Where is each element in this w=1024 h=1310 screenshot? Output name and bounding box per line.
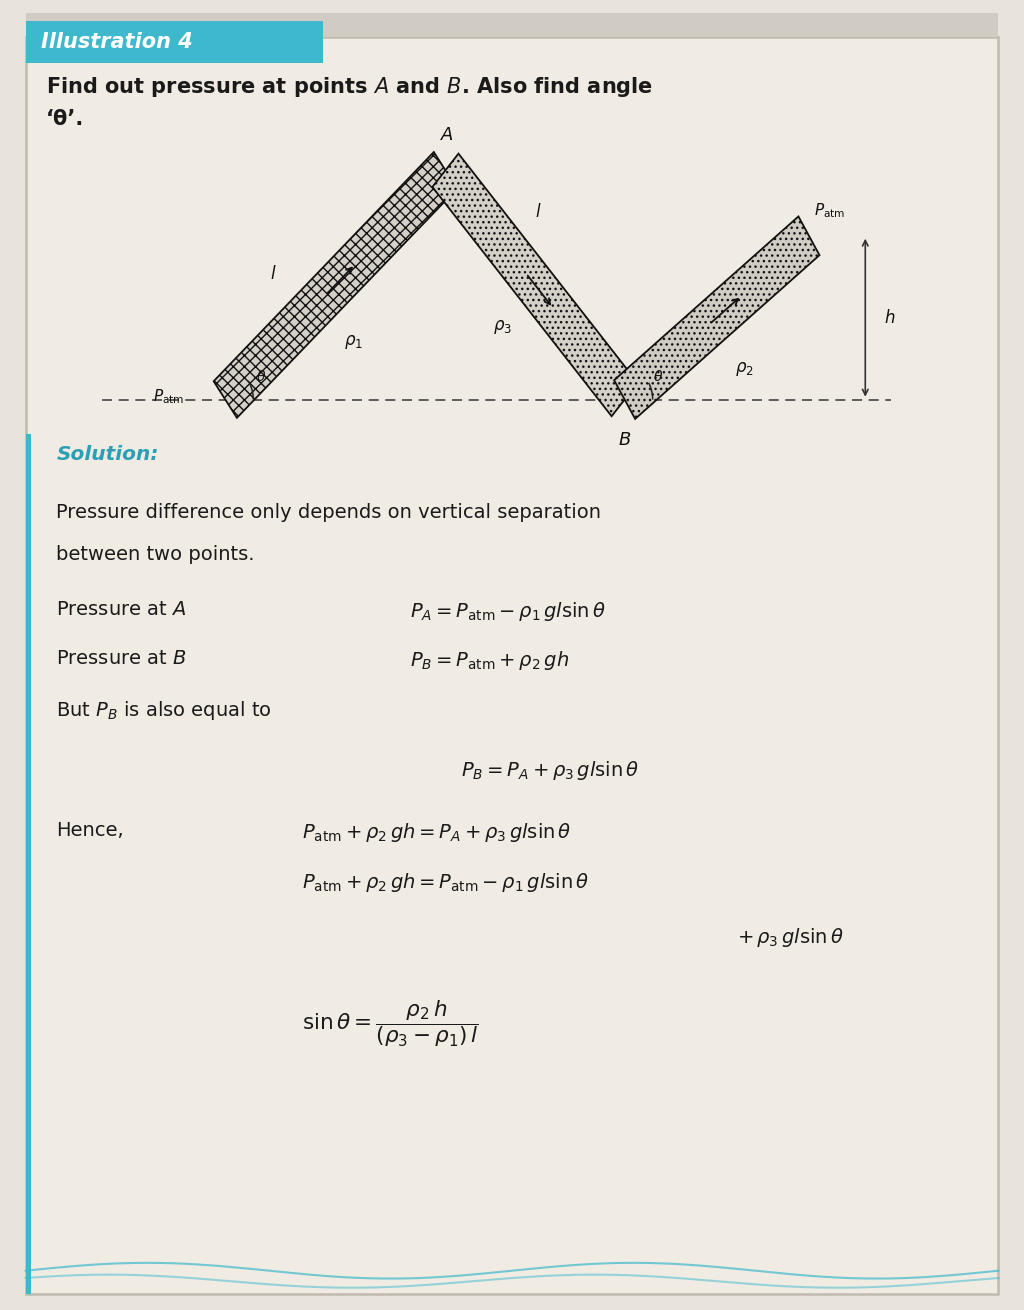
Text: $P_{\rm atm}$: $P_{\rm atm}$ (814, 202, 846, 220)
Text: $l$: $l$ (270, 265, 276, 283)
Text: $h$: $h$ (884, 309, 895, 326)
Text: Illustration 4: Illustration 4 (41, 31, 193, 52)
Text: between two points.: between two points. (56, 545, 255, 565)
Polygon shape (432, 153, 638, 417)
Text: $\theta$: $\theta$ (653, 369, 664, 384)
FancyBboxPatch shape (26, 37, 998, 1294)
Text: $l$: $l$ (536, 203, 542, 220)
Text: Solution:: Solution: (56, 445, 159, 465)
Polygon shape (614, 216, 819, 419)
FancyBboxPatch shape (26, 21, 323, 63)
Text: ‘θ’.: ‘θ’. (46, 109, 84, 128)
Text: Pressure at $B$: Pressure at $B$ (56, 650, 187, 668)
Text: $P_B = P_A + \rho_3\, gl\sin\theta$: $P_B = P_A + \rho_3\, gl\sin\theta$ (461, 758, 639, 782)
Text: $P_A = P_{\rm atm} - \rho_1\, gl\sin\theta$: $P_A = P_{\rm atm} - \rho_1\, gl\sin\the… (410, 600, 605, 622)
Text: $+\,\rho_3\, gl\sin\theta$: $+\,\rho_3\, gl\sin\theta$ (737, 926, 844, 948)
Text: Hence,: Hence, (56, 821, 124, 840)
Text: Find out pressure at points $A$ and $B$. Also find angle: Find out pressure at points $A$ and $B$.… (46, 75, 653, 98)
FancyBboxPatch shape (26, 434, 31, 1294)
Text: $P_{\rm atm}$: $P_{\rm atm}$ (153, 388, 184, 406)
Text: $\rho_2$: $\rho_2$ (735, 360, 755, 379)
Text: $\rho_3$: $\rho_3$ (493, 317, 512, 335)
Text: $\rho_1$: $\rho_1$ (344, 333, 362, 351)
Text: $A$: $A$ (440, 126, 455, 144)
Text: Pressure at $A$: Pressure at $A$ (56, 600, 186, 618)
Text: $\sin\theta = \dfrac{\rho_2\, h}{(\rho_3 - \rho_1)\,l}$: $\sin\theta = \dfrac{\rho_2\, h}{(\rho_3… (302, 998, 478, 1049)
Polygon shape (214, 152, 457, 418)
Text: $B$: $B$ (618, 431, 631, 449)
Text: $\theta$: $\theta$ (256, 369, 266, 384)
Text: $P_{\rm atm} + \rho_2\, gh = P_{\rm atm} - \rho_1\, gl\sin\theta$: $P_{\rm atm} + \rho_2\, gh = P_{\rm atm}… (302, 871, 589, 893)
Text: Pressure difference only depends on vertical separation: Pressure difference only depends on vert… (56, 503, 601, 521)
FancyBboxPatch shape (26, 13, 998, 37)
Text: $P_B = P_{\rm atm} + \rho_2\, gh$: $P_B = P_{\rm atm} + \rho_2\, gh$ (410, 650, 568, 672)
Text: $P_{\rm atm} + \rho_2\, gh = P_A + \rho_3\, gl\sin\theta$: $P_{\rm atm} + \rho_2\, gh = P_A + \rho_… (302, 821, 571, 844)
Text: But $P_B$ is also equal to: But $P_B$ is also equal to (56, 700, 272, 722)
